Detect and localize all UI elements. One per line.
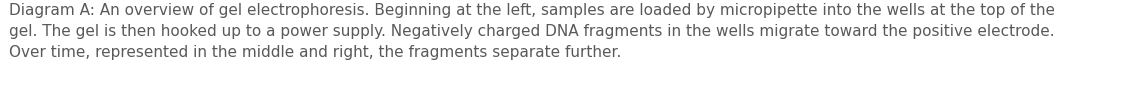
Text: Diagram A: An overview of gel electrophoresis. Beginning at the left, samples ar: Diagram A: An overview of gel electropho… bbox=[9, 3, 1055, 60]
